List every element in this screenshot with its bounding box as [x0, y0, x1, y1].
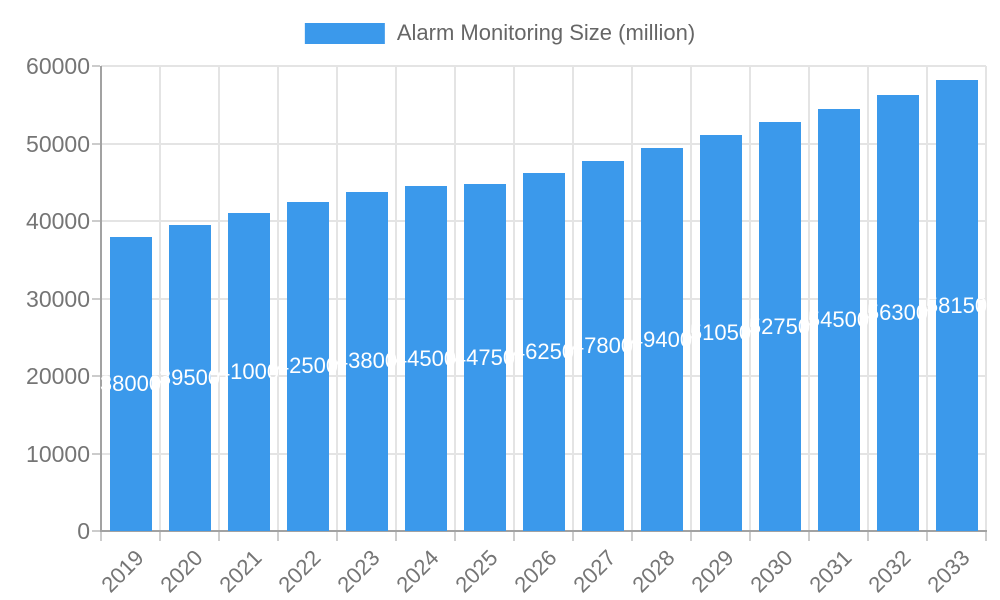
legend-label: Alarm Monitoring Size (million) — [396, 20, 696, 45]
vertical-gridline — [690, 66, 692, 531]
x-axis-tick — [749, 532, 751, 541]
x-axis-tick-label: 2025 — [449, 545, 503, 598]
vertical-gridline — [985, 66, 987, 531]
y-axis-line — [100, 66, 102, 532]
vertical-gridline — [277, 66, 279, 531]
vertical-gridline — [867, 66, 869, 531]
vertical-gridline — [572, 66, 574, 531]
x-axis-tick-label: 2021 — [213, 545, 267, 598]
x-axis-tick-label: 2030 — [744, 545, 798, 598]
y-axis-tick-label: 50000 — [26, 130, 90, 157]
x-axis-line — [100, 530, 987, 532]
x-axis-tick — [808, 532, 810, 541]
vertical-gridline — [218, 66, 220, 531]
y-axis-tick-label: 0 — [77, 518, 90, 544]
x-axis-tick-label: 2028 — [626, 545, 680, 598]
vertical-gridline — [926, 66, 928, 531]
x-axis-tick-label: 2024 — [390, 545, 444, 598]
y-axis-tick — [92, 452, 100, 455]
x-axis-tick-label: 2032 — [862, 545, 916, 598]
legend[interactable]: Alarm Monitoring Size (million) — [304, 20, 696, 46]
bar-2027[interactable] — [581, 160, 624, 531]
vertical-gridline — [454, 66, 456, 531]
x-axis-tick — [159, 532, 161, 541]
bar-2033[interactable] — [935, 80, 978, 531]
vertical-gridline — [513, 66, 515, 531]
x-axis-tick — [631, 532, 633, 541]
y-axis-tick — [92, 530, 100, 532]
x-axis-tick-label: 2026 — [508, 545, 562, 598]
x-axis-tick — [690, 532, 692, 541]
x-axis-tick — [513, 532, 515, 541]
vertical-gridline — [159, 66, 161, 531]
vertical-gridline — [749, 66, 751, 531]
x-axis-tick-label: 2029 — [685, 545, 739, 598]
bar-2025[interactable] — [463, 184, 506, 531]
bar-2029[interactable] — [699, 135, 742, 531]
y-axis-tick — [92, 65, 100, 67]
horizontal-gridline — [101, 142, 986, 145]
bar-2021[interactable] — [227, 213, 270, 531]
legend-swatch — [304, 22, 385, 44]
bar-2023[interactable] — [345, 191, 388, 531]
bar-2020[interactable] — [168, 224, 211, 531]
x-axis-tick — [218, 532, 220, 541]
y-axis-tick — [92, 297, 100, 300]
x-axis-tick — [985, 532, 987, 541]
bar-2019[interactable] — [109, 236, 152, 531]
x-axis-tick-label: 2033 — [921, 545, 975, 598]
bar-2032[interactable] — [876, 94, 919, 531]
bar-2024[interactable] — [404, 186, 447, 531]
x-axis-tick-label: 2027 — [567, 545, 621, 598]
x-axis-tick — [100, 532, 102, 541]
x-axis-tick-label: 2022 — [272, 545, 326, 598]
y-axis-tick — [92, 220, 100, 222]
horizontal-gridline — [101, 65, 986, 67]
x-axis-tick-label: 2031 — [803, 545, 857, 598]
x-axis-tick-label: 2019 — [95, 545, 149, 598]
y-axis-tick-label: 10000 — [26, 440, 90, 467]
x-axis-tick-label: 2020 — [154, 545, 208, 598]
x-axis-tick — [395, 532, 397, 541]
y-axis-tick-label: 40000 — [26, 208, 90, 234]
bar-2031[interactable] — [817, 108, 860, 531]
y-axis-tick-label: 60000 — [26, 53, 90, 79]
vertical-gridline — [395, 66, 397, 531]
y-axis-tick-label: 20000 — [26, 363, 90, 389]
x-axis-tick-label: 2023 — [331, 545, 385, 598]
y-axis-tick — [92, 375, 100, 377]
x-axis-tick — [926, 532, 928, 541]
vertical-gridline — [336, 66, 338, 531]
vertical-gridline — [808, 66, 810, 531]
bar-2030[interactable] — [758, 122, 801, 531]
x-axis-tick — [572, 532, 574, 541]
x-axis-tick — [454, 532, 456, 541]
bar-2022[interactable] — [286, 201, 329, 531]
x-axis-tick — [336, 532, 338, 541]
vertical-gridline — [631, 66, 633, 531]
y-axis-tick — [92, 142, 100, 145]
bar-2028[interactable] — [640, 148, 683, 531]
bar-2026[interactable] — [522, 172, 565, 531]
y-axis-tick-label: 30000 — [26, 285, 90, 312]
x-axis-tick — [867, 532, 869, 541]
x-axis-tick — [277, 532, 279, 541]
